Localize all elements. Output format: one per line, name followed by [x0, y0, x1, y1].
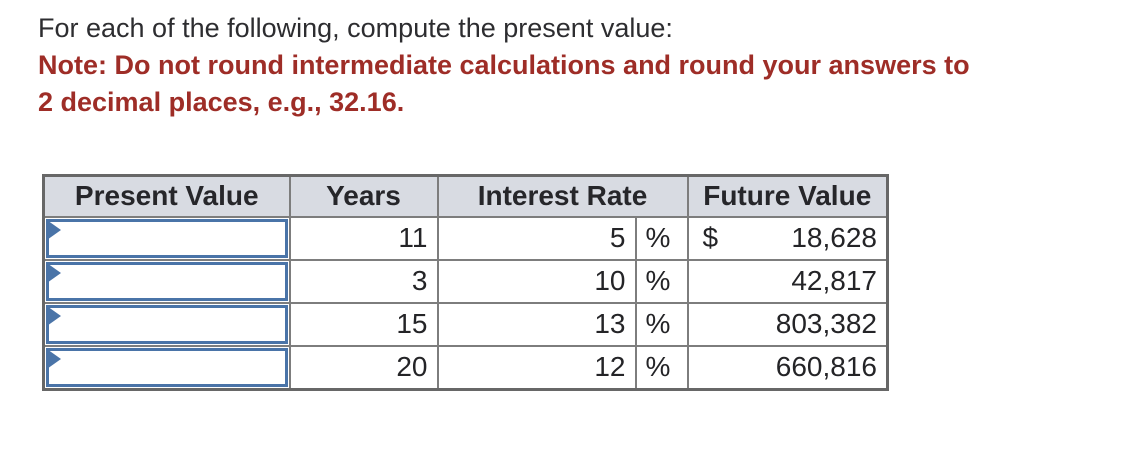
- present-value-input-box[interactable]: [46, 261, 288, 301]
- present-value-input[interactable]: [49, 350, 285, 384]
- years-value: 15: [288, 301, 439, 347]
- table-header-row: Present Value Years Interest Rate Future…: [42, 174, 889, 218]
- percent-sign: %: [634, 344, 689, 390]
- future-value-wrap: 42,817: [690, 262, 886, 301]
- future-value-cell: 660,816: [686, 344, 889, 390]
- present-value-input-box[interactable]: [46, 218, 288, 258]
- currency-sign: $: [702, 222, 719, 253]
- interest-rate-value: 10: [436, 258, 637, 304]
- interest-rate-value: 5: [436, 215, 637, 261]
- present-value-cell: [42, 258, 291, 304]
- interest-rate-value: 12: [436, 344, 637, 390]
- present-value-input[interactable]: [49, 307, 285, 341]
- present-value-input[interactable]: [49, 264, 285, 298]
- question-prompt: For each of the following, compute the p…: [38, 10, 1098, 121]
- table-row: 3 10 % 42,817: [42, 258, 889, 304]
- present-value-cell: [42, 215, 291, 261]
- prompt-note-line1: Note: Do not round intermediate calculat…: [38, 50, 970, 80]
- table-row: 11 5 % $ 18,628: [42, 215, 889, 261]
- table-row: 15 13 % 803,382: [42, 301, 889, 347]
- present-value-input-box[interactable]: [46, 347, 288, 387]
- percent-sign: %: [634, 258, 689, 304]
- prompt-instruction: For each of the following, compute the p…: [38, 13, 673, 43]
- header-present-value: Present Value: [42, 174, 291, 218]
- percent-sign: %: [634, 215, 689, 261]
- future-value: 18,628: [791, 222, 877, 253]
- future-value-cell: 803,382: [686, 301, 889, 347]
- future-value-cell: 42,817: [686, 258, 889, 304]
- future-value-wrap: 803,382: [690, 305, 886, 344]
- header-future-value: Future Value: [686, 174, 889, 218]
- future-value: 660,816: [775, 351, 877, 382]
- present-value-cell: [42, 344, 291, 390]
- prompt-note-line2: 2 decimal places, e.g., 32.16.: [38, 87, 405, 117]
- future-value-cell: $ 18,628: [686, 215, 889, 261]
- future-value-wrap: $ 18,628: [690, 219, 886, 258]
- prompt-note: Note: Do not round intermediate calculat…: [38, 47, 1098, 121]
- years-value: 3: [288, 258, 439, 304]
- percent-sign: %: [634, 301, 689, 347]
- future-value-wrap: 660,816: [690, 347, 886, 387]
- future-value: 803,382: [775, 308, 877, 339]
- years-value: 20: [288, 344, 439, 390]
- interest-rate-value: 13: [436, 301, 637, 347]
- present-value-input-box[interactable]: [46, 304, 288, 344]
- future-value: 42,817: [791, 265, 877, 296]
- header-years: Years: [288, 174, 439, 218]
- present-value-input[interactable]: [49, 221, 285, 255]
- present-value-cell: [42, 301, 291, 347]
- header-interest-rate: Interest Rate: [436, 174, 689, 218]
- years-value: 11: [288, 215, 439, 261]
- present-value-table: Present Value Years Interest Rate Future…: [42, 174, 889, 391]
- table-row: 20 12 % 660,816: [42, 344, 889, 390]
